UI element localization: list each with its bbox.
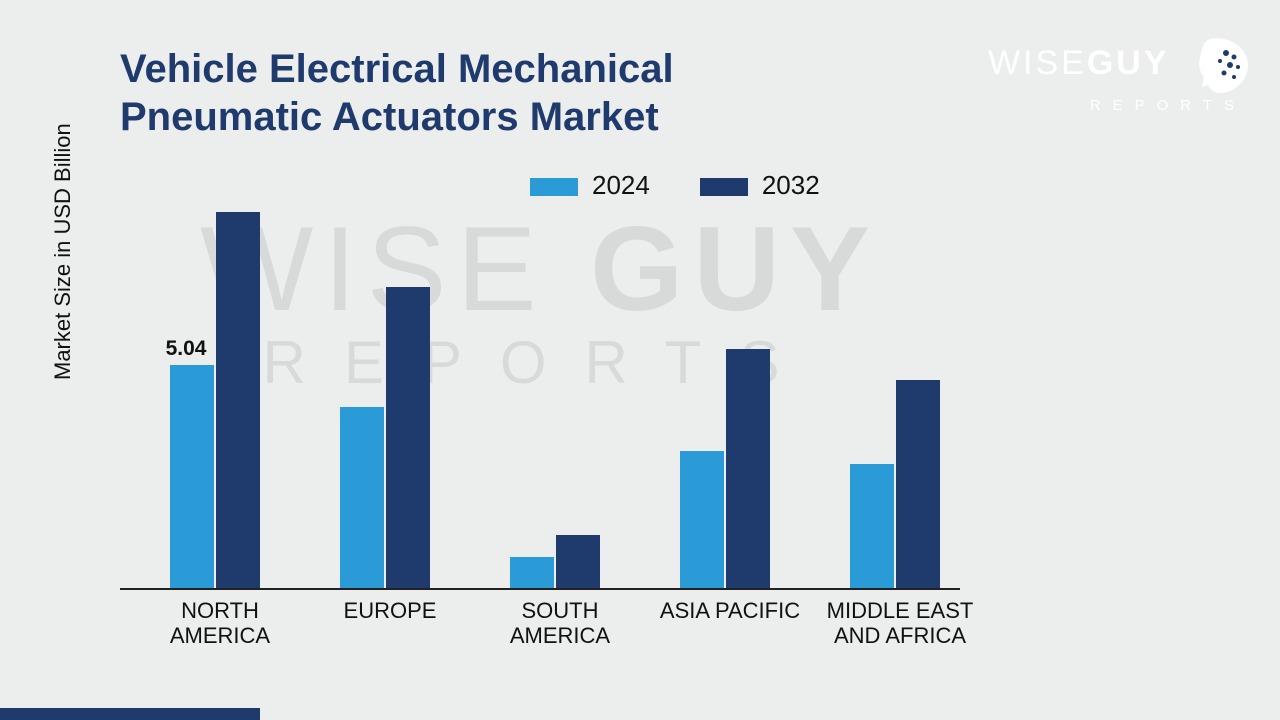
bar-2024	[340, 407, 384, 588]
head-icon	[1190, 35, 1250, 95]
bar-chart: Market Size in USD Billion 2024 2032 5.0…	[60, 170, 960, 670]
x-axis-label: NORTH AMERICA	[140, 598, 300, 649]
brand-logo: WISEGUY REPORTS	[988, 35, 1250, 114]
bottom-accent-bar	[0, 708, 260, 720]
bar-2024	[680, 451, 724, 588]
brand-word-1: WISE	[988, 44, 1087, 82]
brand-logo-line1: WISEGUY	[988, 35, 1250, 95]
bar-value-label: 5.04	[146, 337, 226, 361]
bar-2032	[216, 212, 260, 588]
brand-word-2: GUY	[1087, 44, 1170, 82]
bar-2032	[896, 380, 940, 588]
plot-area: 5.04	[120, 170, 960, 590]
bar-2032	[556, 535, 600, 588]
bar-2024	[170, 365, 214, 588]
x-axis-label: MIDDLE EAST AND AFRICA	[820, 598, 980, 649]
chart-stage: WISEGUY REPORTS Vehicle Electrical Mecha…	[0, 0, 1280, 720]
bar-2032	[386, 287, 430, 588]
y-axis-label: Market Size in USD Billion	[50, 123, 76, 380]
bar-2032	[726, 349, 770, 588]
x-axis-label: EUROPE	[310, 598, 470, 623]
chart-title: Vehicle Electrical Mechanical Pneumatic …	[120, 45, 840, 141]
bar-2024	[850, 464, 894, 588]
x-axis-label: ASIA PACIFIC	[650, 598, 810, 623]
bar-2024	[510, 557, 554, 588]
brand-logo-line2: REPORTS	[988, 97, 1250, 114]
x-axis-label: SOUTH AMERICA	[480, 598, 640, 649]
